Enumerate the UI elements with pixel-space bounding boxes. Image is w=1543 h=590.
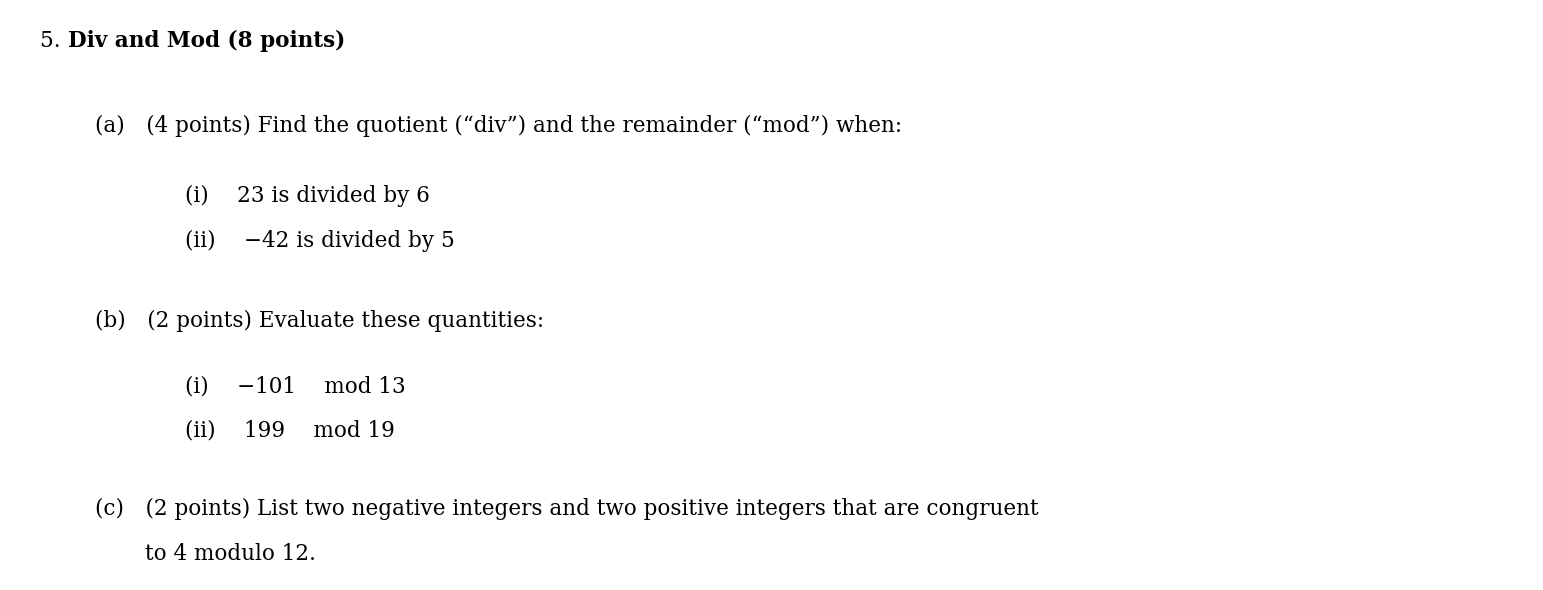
Text: (ii)  199  mod 19: (ii) 199 mod 19 (185, 420, 395, 442)
Text: 5.: 5. (40, 30, 82, 52)
Text: (a) (4 points) Find the quotient (“div”) and the remainder (“mod”) when:: (a) (4 points) Find the quotient (“div”)… (96, 115, 903, 137)
Text: (ii)  −42 is divided by 5: (ii) −42 is divided by 5 (185, 230, 455, 252)
Text: (c) (2 points) List two negative integers and two positive integers that are con: (c) (2 points) List two negative integer… (96, 498, 1038, 520)
Text: Div and Mod (8 points): Div and Mod (8 points) (68, 30, 346, 52)
Text: (b) (2 points) Evaluate these quantities:: (b) (2 points) Evaluate these quantities… (96, 310, 545, 332)
Text: (i)  −101  mod 13: (i) −101 mod 13 (185, 375, 406, 397)
Text: (i)  23 is divided by 6: (i) 23 is divided by 6 (185, 185, 430, 207)
Text: to 4 modulo 12.: to 4 modulo 12. (145, 543, 316, 565)
